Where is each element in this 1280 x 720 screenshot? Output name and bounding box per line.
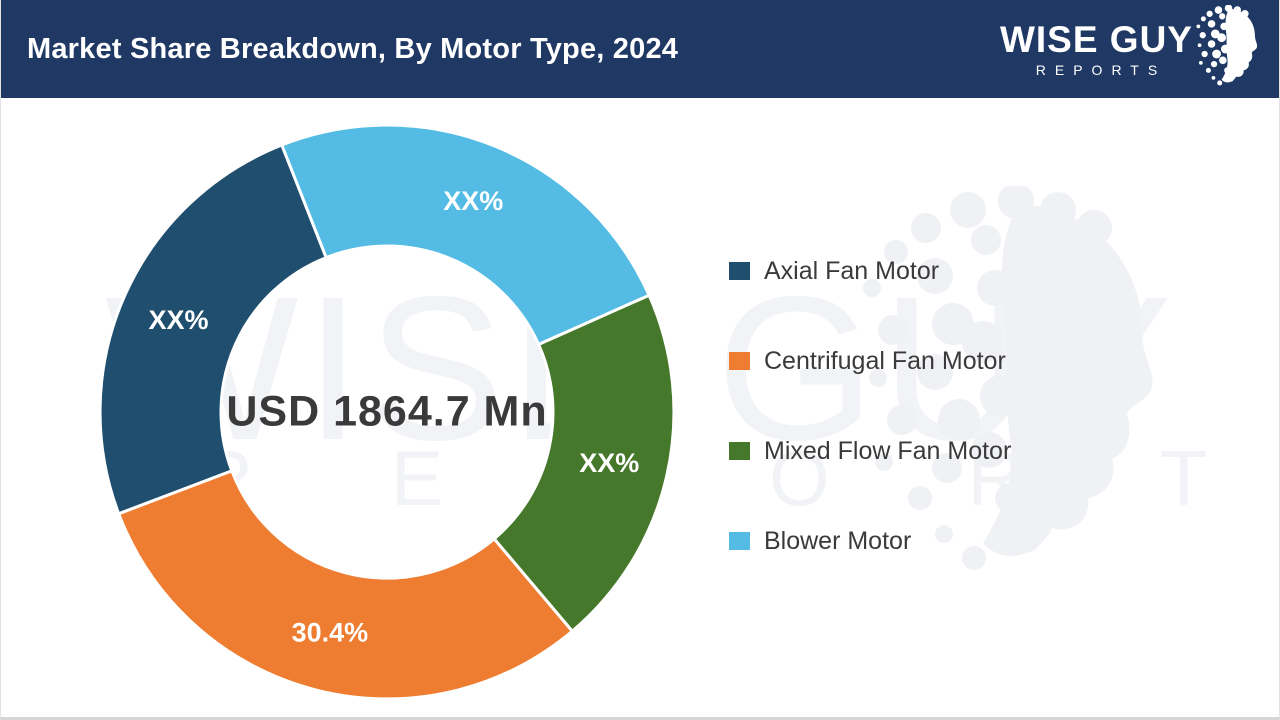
legend-swatch (729, 352, 750, 370)
chart-center-value: USD 1864.7 Mn (226, 387, 548, 436)
legend-item-mixed-flow-fan-motor: Mixed Flow Fan Motor (729, 436, 1011, 466)
slice-label: XX% (443, 186, 503, 216)
slice-label: 30.4% (292, 618, 369, 648)
header-bar: Market Share Breakdown, By Motor Type, 2… (1, 0, 1279, 98)
legend-item-axial-fan-motor: Axial Fan Motor (729, 256, 1011, 286)
legend-label: Mixed Flow Fan Motor (764, 436, 1012, 465)
brand-logo: WISE GUY REPORTS (1000, 5, 1259, 93)
legend-label: Axial Fan Motor (764, 256, 940, 285)
legend-item-blower-motor: Blower Motor (729, 526, 1011, 556)
legend-swatch (729, 532, 750, 550)
legend-swatch (729, 442, 750, 460)
donut-slice-mixed-flow-fan-motor (492, 293, 676, 633)
donut-chart: XX% 30.4% XX% XX% (98, 123, 676, 701)
legend-swatch (729, 262, 750, 280)
legend-label: Blower Motor (764, 526, 912, 555)
slice-label: XX% (148, 305, 208, 335)
slice-label: XX% (579, 448, 639, 478)
brand-subname: REPORTS (1035, 62, 1167, 78)
brand-name: WISE GUY (999, 19, 1193, 60)
chart-area: WISE GUY R E P O R T S XX%30.4%XX%XX% US… (1, 98, 1279, 717)
donut-slice-axial-fan-motor (98, 143, 328, 516)
donut-slice-blower-motor (280, 123, 651, 346)
legend: Axial Fan Motor Centrifugal Fan Motor Mixe… (729, 256, 1011, 616)
wiseguy-face-icon (1196, 5, 1258, 86)
legend-label: Centrifugal Fan Motor (764, 346, 1006, 375)
brand-logo-text: WISE GUY REPORTS (1000, 21, 1193, 77)
legend-item-centrifugal-fan-motor: Centrifugal Fan Motor (729, 346, 1011, 376)
donut-slice-centrifugal-fan-motor (117, 469, 574, 701)
page-title: Market Share Breakdown, By Motor Type, 2… (27, 32, 679, 65)
